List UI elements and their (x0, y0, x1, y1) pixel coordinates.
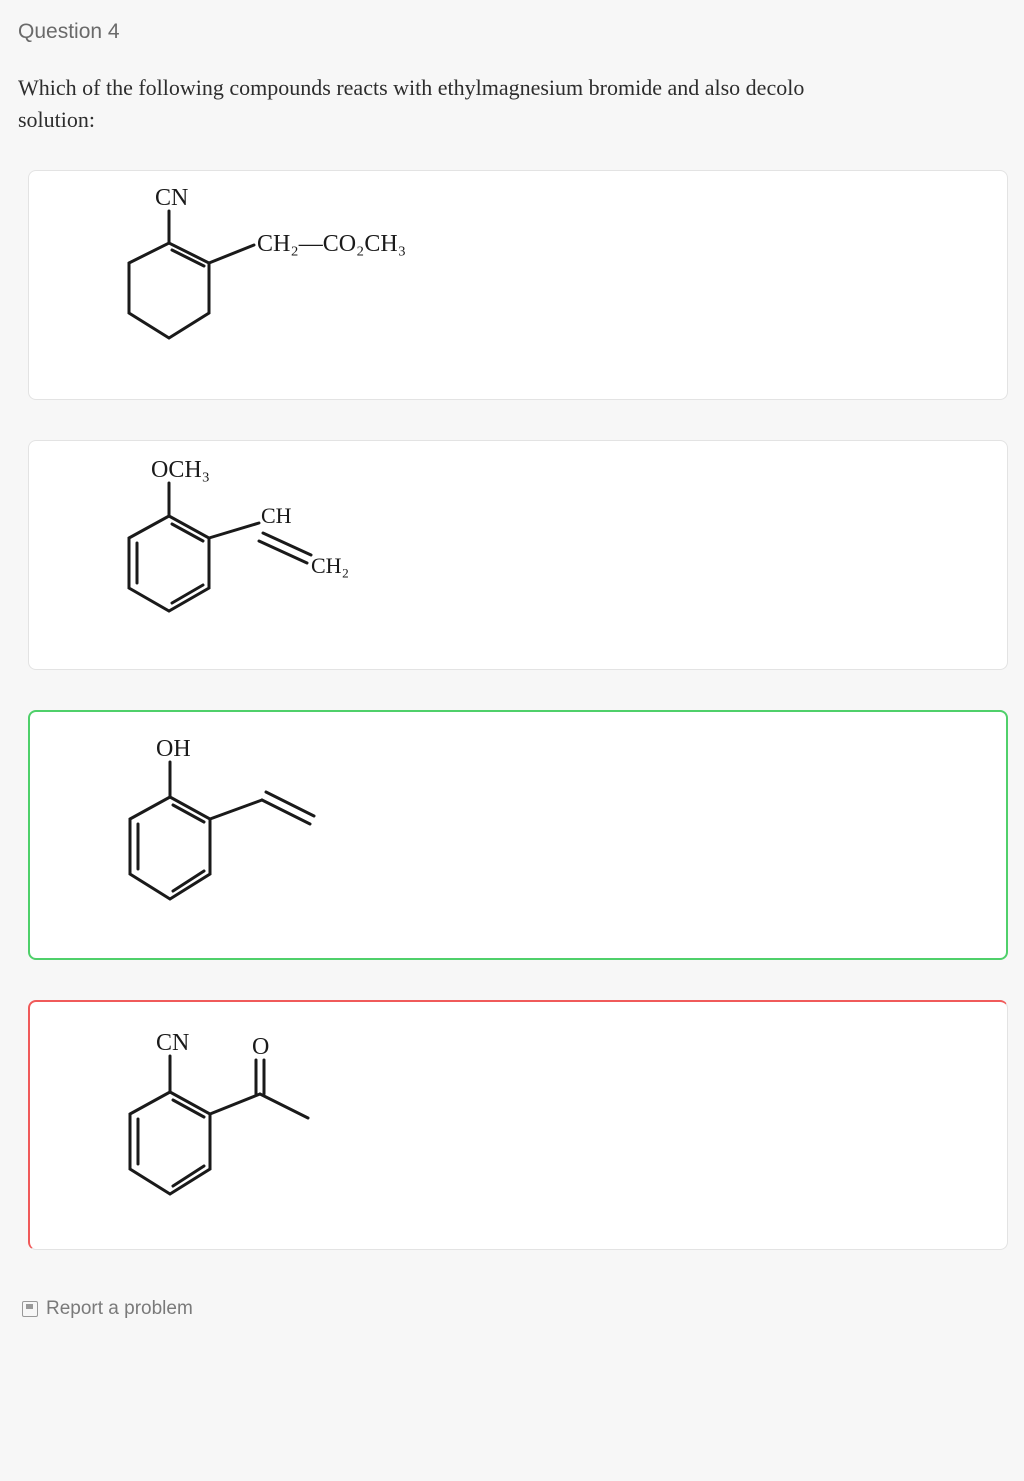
report-problem-label: Report a problem (46, 1298, 193, 1320)
prompt-line-1: Which of the following compounds reacts … (18, 75, 804, 100)
label-cn-a: CN (155, 185, 188, 211)
structure-c: OH (60, 724, 480, 954)
answer-option-d[interactable]: CN O (28, 1000, 1008, 1250)
flag-icon (22, 1301, 38, 1317)
label-ch2-b: CH₂ (311, 553, 349, 578)
question-prompt: Which of the following compounds reacts … (18, 72, 1024, 136)
label-oh-c: OH (156, 736, 191, 762)
report-problem-link[interactable]: Report a problem (22, 1298, 193, 1320)
label-sidechain-a: CH₂—CO₂CH₃ (257, 231, 406, 257)
prompt-line-2: solution: (18, 107, 95, 132)
label-o-d: O (252, 1034, 269, 1060)
label-och3-b: OCH₃ (151, 457, 210, 483)
label-ch-b: CH (261, 503, 292, 528)
structure-b: OCH₃ CH CH₂ (59, 453, 479, 663)
structure-d: CN O (60, 1014, 480, 1244)
question-number: Question 4 (18, 20, 1024, 44)
structure-a: CN CH₂—CO₂CH₃ (59, 183, 479, 393)
answer-option-c[interactable]: OH (28, 710, 1008, 960)
label-cn-d: CN (156, 1030, 189, 1056)
answer-option-a[interactable]: CN CH₂—CO₂CH₃ (28, 170, 1008, 400)
answer-option-b[interactable]: OCH₃ CH CH₂ (28, 440, 1008, 670)
